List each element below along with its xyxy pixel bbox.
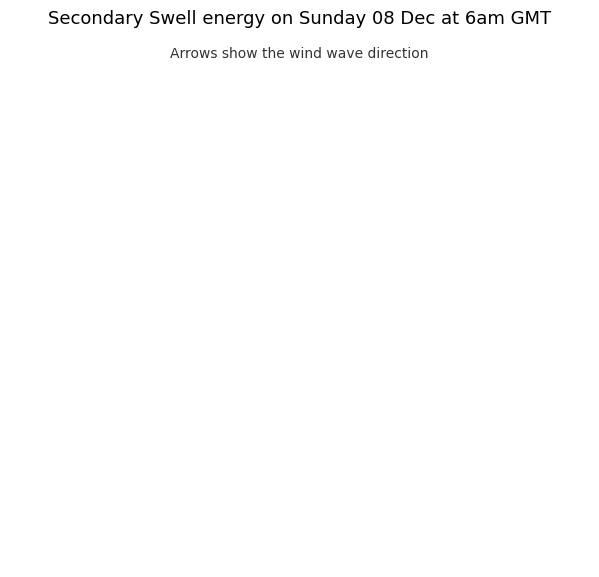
Text: Secondary Swell energy on Sunday 08 Dec at 6am GMT: Secondary Swell energy on Sunday 08 Dec … (48, 10, 551, 28)
Text: Cartopy not available
Install cartopy to render map: Cartopy not available Install cartopy to… (179, 304, 420, 343)
Text: Arrows show the wind wave direction: Arrows show the wind wave direction (170, 47, 429, 61)
